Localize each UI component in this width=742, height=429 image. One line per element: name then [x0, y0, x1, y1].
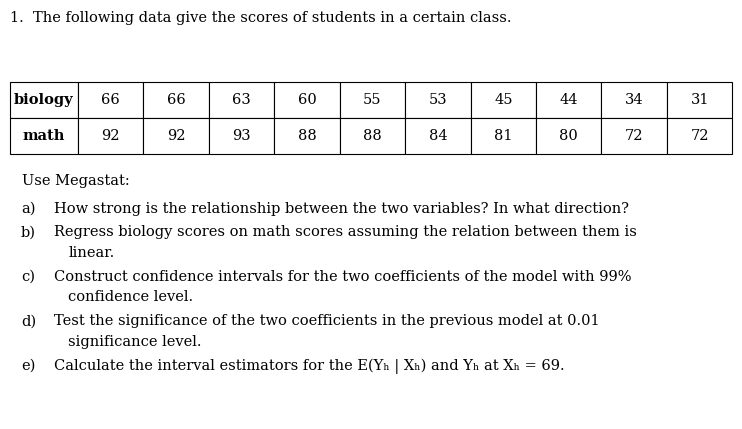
Text: 81: 81	[494, 129, 513, 143]
Text: Test the significance of the two coefficients in the previous model at 0.01: Test the significance of the two coeffic…	[54, 314, 600, 329]
Text: significance level.: significance level.	[68, 335, 202, 349]
Bar	[340, 82, 405, 118]
Bar	[209, 118, 275, 154]
Bar	[667, 118, 732, 154]
Text: 72: 72	[690, 129, 709, 143]
Text: b): b)	[21, 225, 36, 239]
Text: 88: 88	[298, 129, 316, 143]
Text: 66: 66	[101, 93, 120, 107]
Bar	[536, 118, 602, 154]
Bar	[78, 82, 143, 118]
Bar	[10, 82, 78, 118]
Bar	[340, 118, 405, 154]
Text: How strong is the relationship between the two variables? In what direction?: How strong is the relationship between t…	[54, 202, 629, 216]
Text: 72: 72	[625, 129, 643, 143]
Text: c): c)	[21, 270, 35, 284]
Text: Construct confidence intervals for the two coefficients of the model with 99%: Construct confidence intervals for the t…	[54, 270, 631, 284]
Text: 44: 44	[559, 93, 578, 107]
Bar	[143, 82, 209, 118]
Text: 92: 92	[102, 129, 120, 143]
Bar	[209, 82, 275, 118]
Text: Calculate the interval estimators for the E(Yₕ | Xₕ) and Yₕ at Xₕ = 69.: Calculate the interval estimators for th…	[54, 359, 565, 375]
Text: 63: 63	[232, 93, 251, 107]
Text: 60: 60	[298, 93, 316, 107]
Bar	[470, 82, 536, 118]
Bar	[470, 118, 536, 154]
Text: 1.  The following data give the scores of students in a certain class.: 1. The following data give the scores of…	[10, 11, 511, 25]
Bar	[143, 118, 209, 154]
Text: 93: 93	[232, 129, 251, 143]
Text: a): a)	[21, 202, 36, 216]
Bar	[405, 82, 470, 118]
Text: Use Megastat:: Use Megastat:	[22, 174, 130, 188]
Bar	[78, 118, 143, 154]
Bar	[536, 82, 602, 118]
Text: e): e)	[21, 359, 35, 373]
Bar	[405, 118, 470, 154]
Text: d): d)	[21, 314, 36, 329]
Bar	[667, 82, 732, 118]
Text: 53: 53	[429, 93, 447, 107]
Text: 55: 55	[363, 93, 381, 107]
Text: Regress biology scores on math scores assuming the relation between them is: Regress biology scores on math scores as…	[54, 225, 637, 239]
Text: 66: 66	[167, 93, 186, 107]
Text: 31: 31	[690, 93, 709, 107]
Text: 92: 92	[167, 129, 186, 143]
Text: 45: 45	[494, 93, 513, 107]
Text: confidence level.: confidence level.	[68, 290, 194, 305]
Bar	[602, 82, 667, 118]
Text: 34: 34	[625, 93, 643, 107]
Text: 88: 88	[363, 129, 382, 143]
Bar	[275, 82, 340, 118]
Text: 80: 80	[559, 129, 578, 143]
Text: 84: 84	[429, 129, 447, 143]
Text: linear.: linear.	[68, 246, 114, 260]
Bar	[275, 118, 340, 154]
Bar	[10, 118, 78, 154]
Bar	[602, 118, 667, 154]
Text: biology: biology	[14, 93, 73, 107]
Text: math: math	[22, 129, 65, 143]
